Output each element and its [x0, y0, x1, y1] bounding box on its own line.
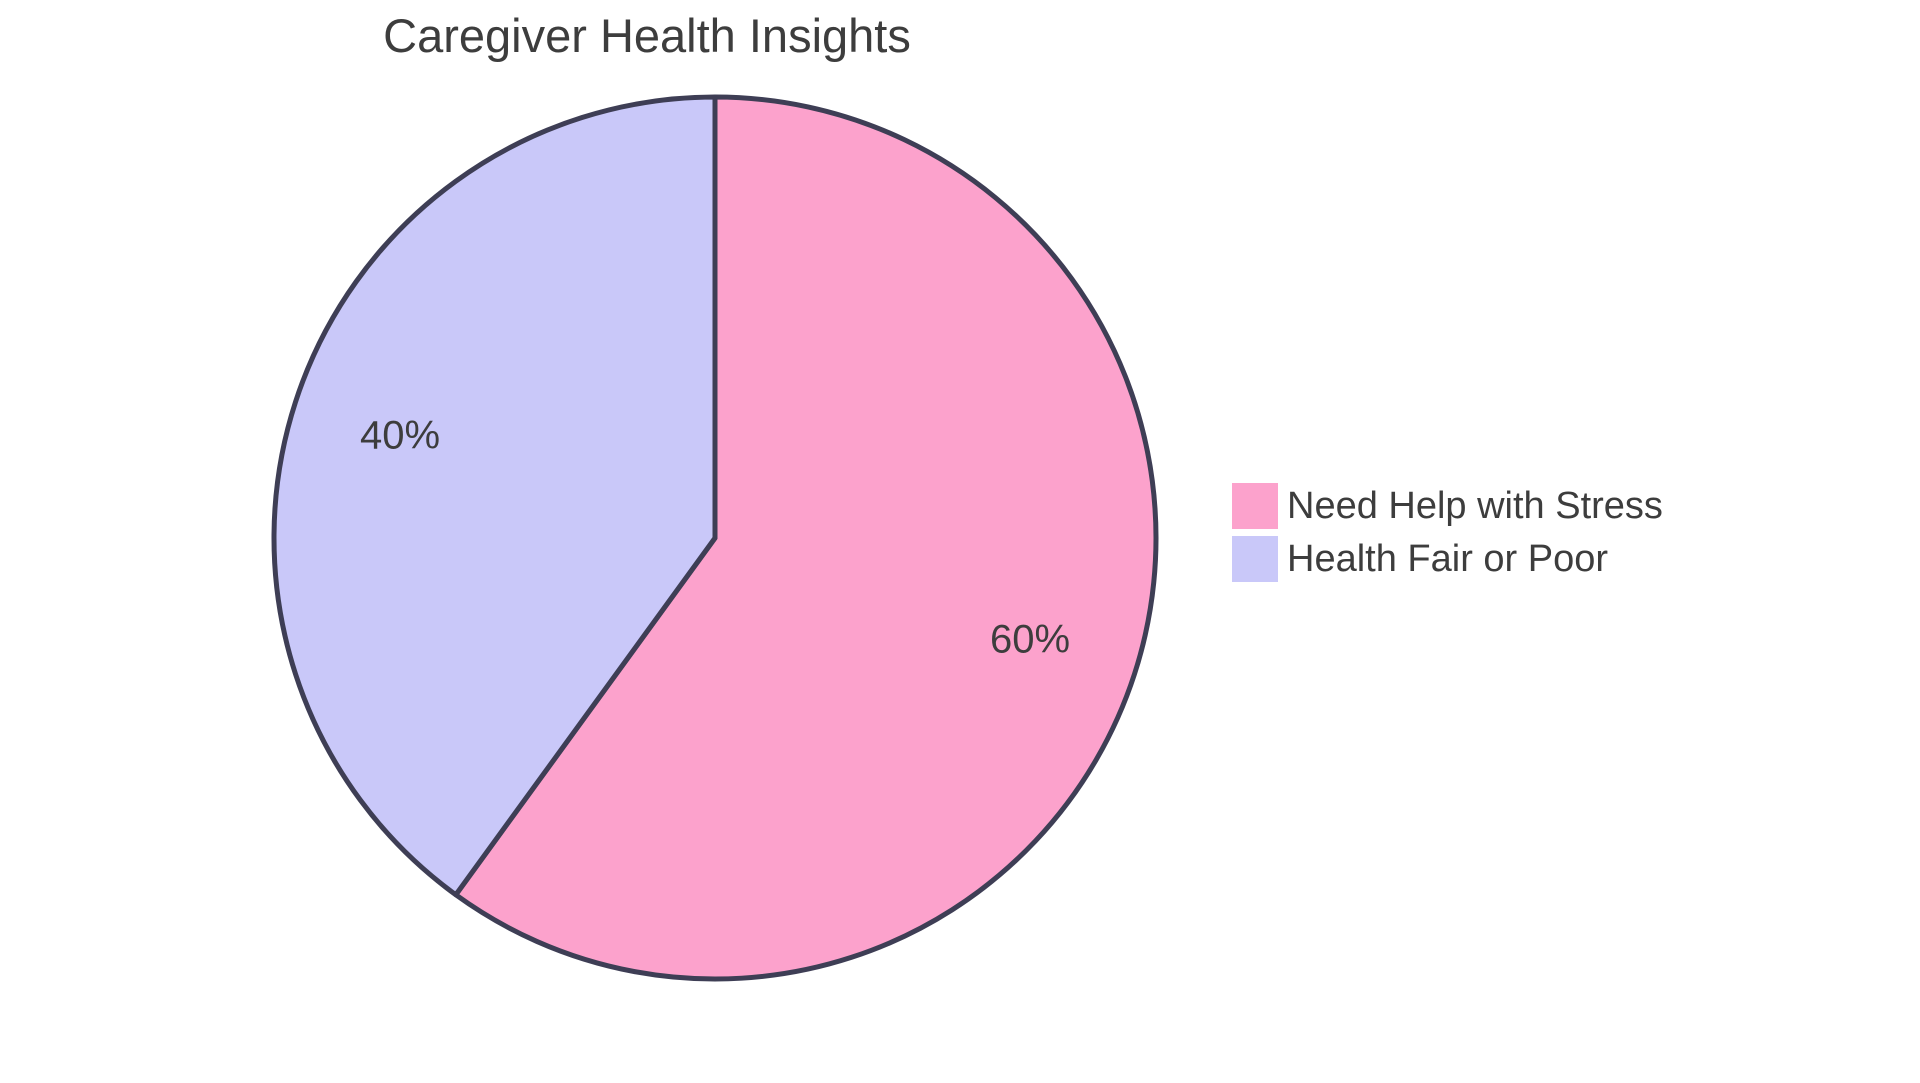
chart-title: Caregiver Health Insights: [383, 9, 911, 62]
pie-slice-1[interactable]: [271, 94, 718, 898]
legend-swatch-need-help-with-stress: [1232, 483, 1278, 529]
legend-label: Health Fair or Poor: [1287, 537, 1609, 580]
legend: Need Help with Stress Health Fair or Poo…: [1232, 483, 1663, 582]
legend-swatch-health-fair-or-poor: [1232, 536, 1278, 582]
pie-slice-label-40: 40%: [359, 413, 441, 458]
legend-item-need-help-with-stress[interactable]: Need Help with Stress: [1232, 483, 1663, 529]
legend-label: Need Help with Stress: [1287, 484, 1663, 527]
pie-slice-0[interactable]: [453, 94, 1159, 982]
legend-item-health-fair-or-poor[interactable]: Health Fair or Poor: [1232, 536, 1663, 582]
pie-slice-label-60: 60%: [989, 617, 1071, 662]
